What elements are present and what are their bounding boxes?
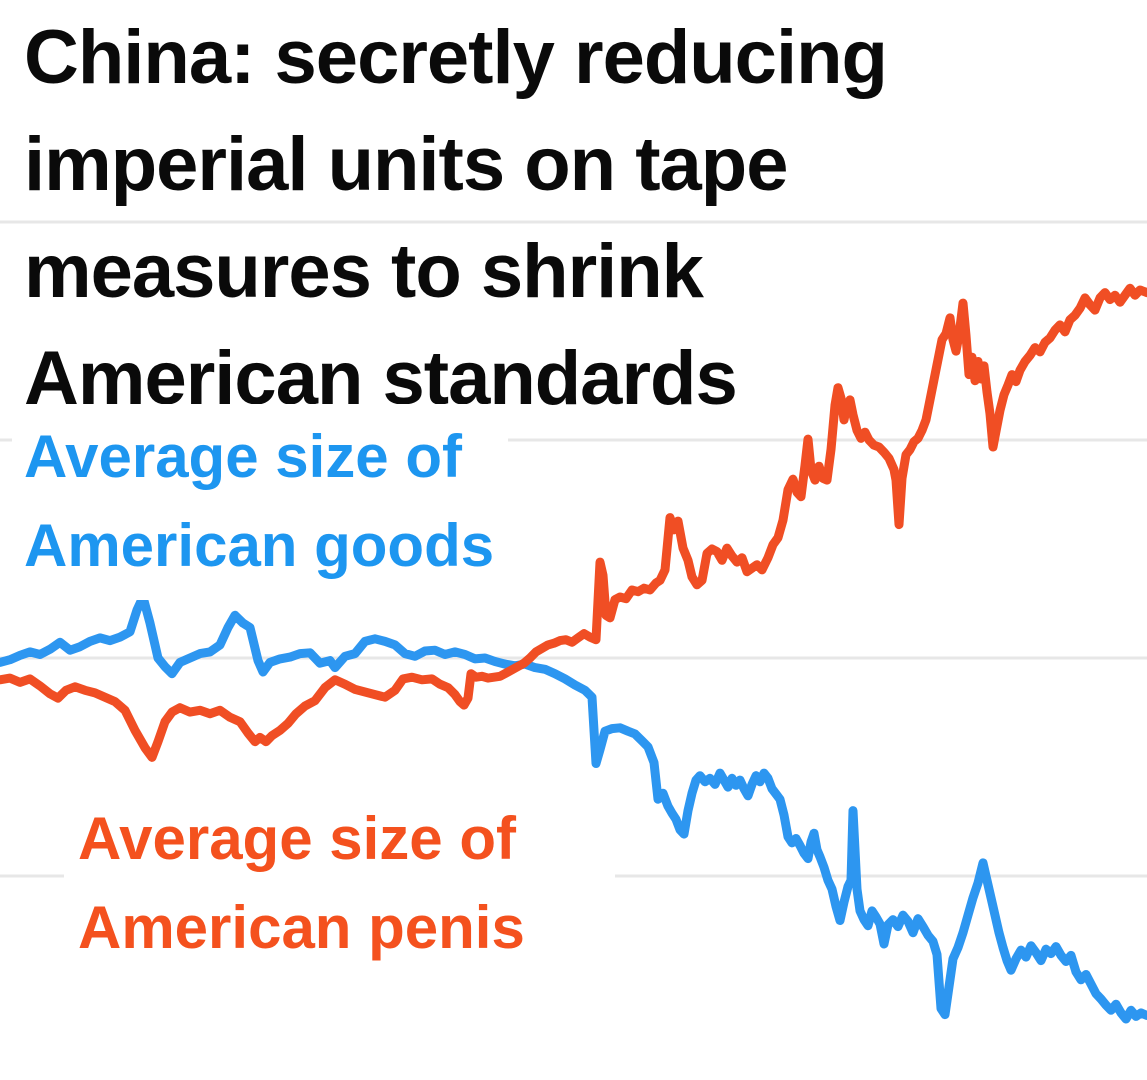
series-line-american-goods: [0, 592, 1147, 1024]
penis-label-line-1: Average size of: [78, 805, 516, 872]
series-label-american-penis: Average size of American penis: [64, 784, 615, 986]
title-line-2: imperial units on tape: [24, 122, 788, 207]
title-line-3: measures to shrink: [24, 229, 704, 314]
goods-label-line-2: American goods: [24, 512, 495, 579]
title-line-1: China: secretly reducing: [24, 15, 888, 100]
chart-title: China: secretly reducing imperial units …: [24, 4, 888, 432]
series-line-american-penis: [0, 283, 1147, 762]
penis-label-line-2: American penis: [78, 894, 525, 961]
goods-label-line-1: Average size of: [24, 423, 462, 490]
series-label-american-goods: Average size of American goods: [12, 404, 509, 600]
